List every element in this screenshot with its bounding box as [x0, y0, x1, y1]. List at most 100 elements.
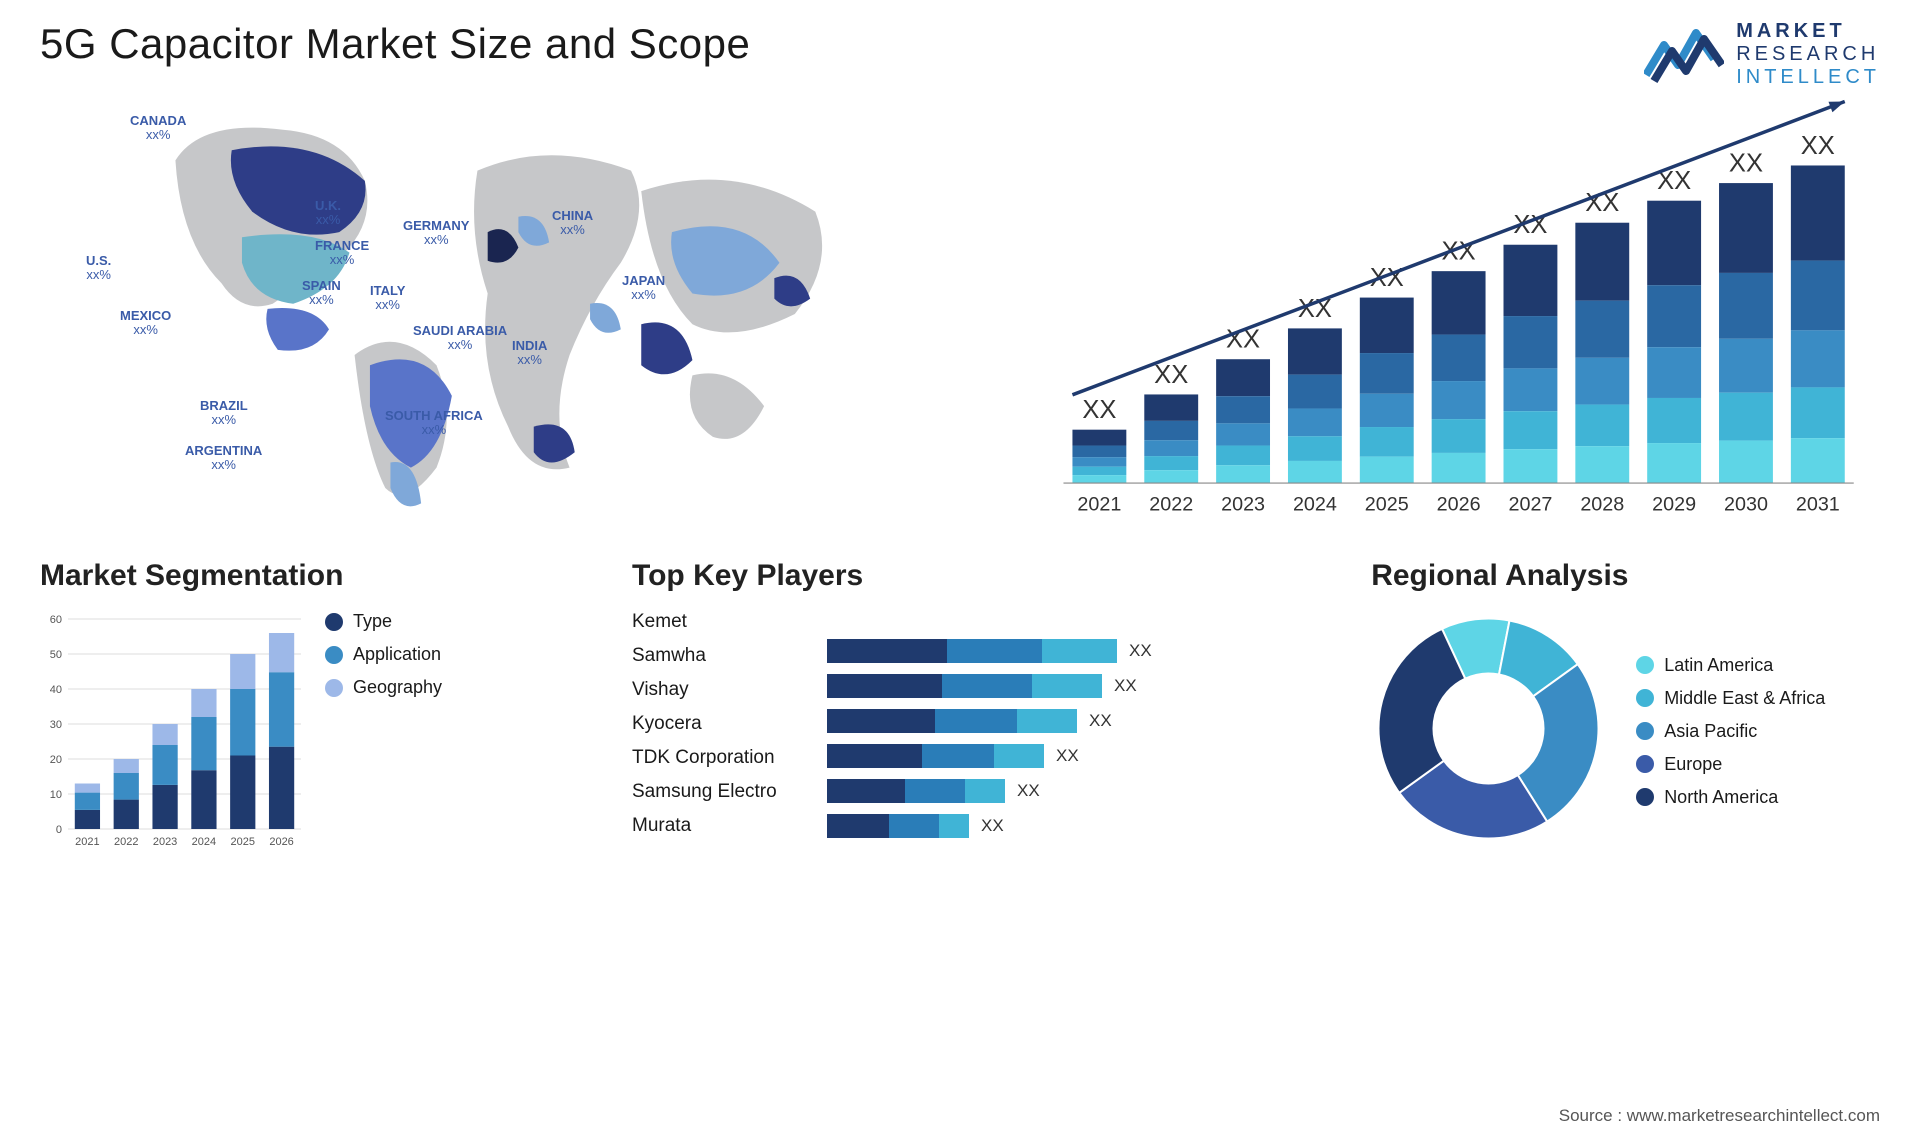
- legend-label: North America: [1664, 787, 1778, 808]
- legend-label: Middle East & Africa: [1664, 688, 1825, 709]
- page-title: 5G Capacitor Market Size and Scope: [40, 20, 750, 68]
- legend-label: Geography: [353, 677, 442, 698]
- legend-swatch-icon: [325, 613, 343, 631]
- svg-text:2023: 2023: [1221, 493, 1265, 515]
- regional-legend: Latin America Middle East & Africa Asia Pa…: [1636, 655, 1825, 808]
- legend-swatch-icon: [1636, 656, 1654, 674]
- map-country-label: U.S.xx%: [86, 254, 111, 283]
- svg-text:2028: 2028: [1580, 493, 1624, 515]
- legend-swatch-icon: [1636, 788, 1654, 806]
- player-bar-label: XX: [1017, 781, 1040, 801]
- player-name: Kemet: [632, 611, 807, 633]
- legend-swatch-icon: [325, 646, 343, 664]
- svg-text:2023: 2023: [153, 836, 177, 848]
- map-country-label: SPAINxx%: [302, 279, 341, 308]
- map-country-label: BRAZILxx%: [200, 399, 248, 428]
- map-country-label: ITALYxx%: [370, 284, 405, 313]
- svg-text:2022: 2022: [114, 836, 138, 848]
- player-name: Samsung Electro: [632, 781, 807, 803]
- legend-item: Asia Pacific: [1636, 721, 1825, 742]
- player-bar-label: XX: [1129, 641, 1152, 661]
- map-country-label: FRANCExx%: [315, 239, 369, 268]
- players-bar-chart: XXXXXXXXXXXX: [827, 639, 1331, 838]
- legend-label: Europe: [1664, 754, 1722, 775]
- logo-line-2: RESEARCH: [1736, 43, 1880, 66]
- legend-item: Type: [325, 611, 442, 632]
- svg-text:2024: 2024: [192, 836, 216, 848]
- legend-swatch-icon: [1636, 755, 1654, 773]
- players-list: KemetSamwhaVishayKyoceraTDK CorporationS…: [632, 611, 807, 838]
- legend-item: Latin America: [1636, 655, 1825, 676]
- legend-item: Europe: [1636, 754, 1825, 775]
- svg-text:2022: 2022: [1149, 493, 1193, 515]
- svg-text:10: 10: [50, 789, 62, 801]
- segmentation-title: Market Segmentation: [40, 559, 592, 593]
- forecast-bar-chart: XX2021XX2022XX2023XX2024XX2025XX2026XX20…: [1037, 99, 1880, 529]
- svg-text:30: 30: [50, 719, 62, 731]
- svg-text:2026: 2026: [269, 836, 293, 848]
- players-panel: Top Key Players KemetSamwhaVishayKyocera…: [632, 559, 1331, 879]
- map-country-label: INDIAxx%: [512, 339, 547, 368]
- player-bar-row: XX: [827, 709, 1331, 733]
- legend-item: Middle East & Africa: [1636, 688, 1825, 709]
- player-bar-label: XX: [1114, 676, 1137, 696]
- world-map-panel: CANADAxx% U.S.xx% MEXICOxx% BRAZILxx% ARGENT…: [40, 99, 997, 529]
- legend-swatch-icon: [1636, 689, 1654, 707]
- map-country-label: U.K.xx%: [315, 199, 341, 228]
- svg-text:2024: 2024: [1293, 493, 1337, 515]
- svg-text:50: 50: [50, 649, 62, 661]
- brand-logo: MARKET RESEARCH INTELLECT: [1644, 20, 1880, 89]
- logo-icon: [1644, 25, 1724, 85]
- svg-text:2021: 2021: [75, 836, 99, 848]
- svg-text:XX: XX: [1370, 264, 1404, 292]
- svg-text:2029: 2029: [1652, 493, 1696, 515]
- segmentation-bar-chart: 0102030405060202120222023202420252026: [40, 611, 305, 851]
- regional-panel: Regional Analysis Latin America Middle Ea…: [1371, 559, 1880, 879]
- source-footer: Source : www.marketresearchintellect.com: [1559, 1106, 1880, 1126]
- svg-text:2031: 2031: [1796, 493, 1840, 515]
- player-bar-row: XX: [827, 779, 1331, 803]
- legend-item: North America: [1636, 787, 1825, 808]
- legend-item: Application: [325, 644, 442, 665]
- legend-label: Latin America: [1664, 655, 1773, 676]
- player-bar-row: XX: [827, 814, 1331, 838]
- svg-text:2025: 2025: [1365, 493, 1409, 515]
- segmentation-legend: Type Application Geography: [325, 611, 442, 698]
- regional-donut-chart: [1371, 611, 1606, 846]
- svg-text:XX: XX: [1729, 149, 1763, 177]
- player-bar-row: XX: [827, 744, 1331, 768]
- player-name: Kyocera: [632, 713, 807, 735]
- legend-label: Asia Pacific: [1664, 721, 1757, 742]
- legend-swatch-icon: [1636, 722, 1654, 740]
- legend-item: Geography: [325, 677, 442, 698]
- player-bar-row: XX: [827, 639, 1331, 663]
- logo-line-1: MARKET: [1736, 20, 1880, 43]
- map-country-label: GERMANYxx%: [403, 219, 469, 248]
- players-title: Top Key Players: [632, 559, 1331, 593]
- map-country-label: MEXICOxx%: [120, 309, 171, 338]
- svg-text:60: 60: [50, 614, 62, 626]
- svg-text:XX: XX: [1154, 361, 1188, 389]
- player-name: Samwha: [632, 645, 807, 667]
- legend-label: Type: [353, 611, 392, 632]
- legend-label: Application: [353, 644, 441, 665]
- map-country-label: CHINAxx%: [552, 209, 593, 238]
- svg-text:2027: 2027: [1508, 493, 1552, 515]
- world-map-icon: [40, 99, 997, 529]
- legend-swatch-icon: [325, 679, 343, 697]
- player-bar-row: XX: [827, 674, 1331, 698]
- regional-title: Regional Analysis: [1371, 559, 1880, 593]
- map-country-label: JAPANxx%: [622, 274, 665, 303]
- svg-text:2030: 2030: [1724, 493, 1768, 515]
- logo-line-3: INTELLECT: [1736, 66, 1880, 89]
- svg-text:XX: XX: [1082, 396, 1116, 424]
- map-country-label: CANADAxx%: [130, 114, 186, 143]
- map-country-label: ARGENTINAxx%: [185, 444, 262, 473]
- segmentation-panel: Market Segmentation 01020304050602021202…: [40, 559, 592, 879]
- svg-text:20: 20: [50, 754, 62, 766]
- player-bar-label: XX: [1089, 711, 1112, 731]
- svg-text:0: 0: [56, 824, 62, 836]
- player-bar-label: XX: [1056, 746, 1079, 766]
- map-country-label: SOUTH AFRICAxx%: [385, 409, 483, 438]
- player-name: Murata: [632, 815, 807, 837]
